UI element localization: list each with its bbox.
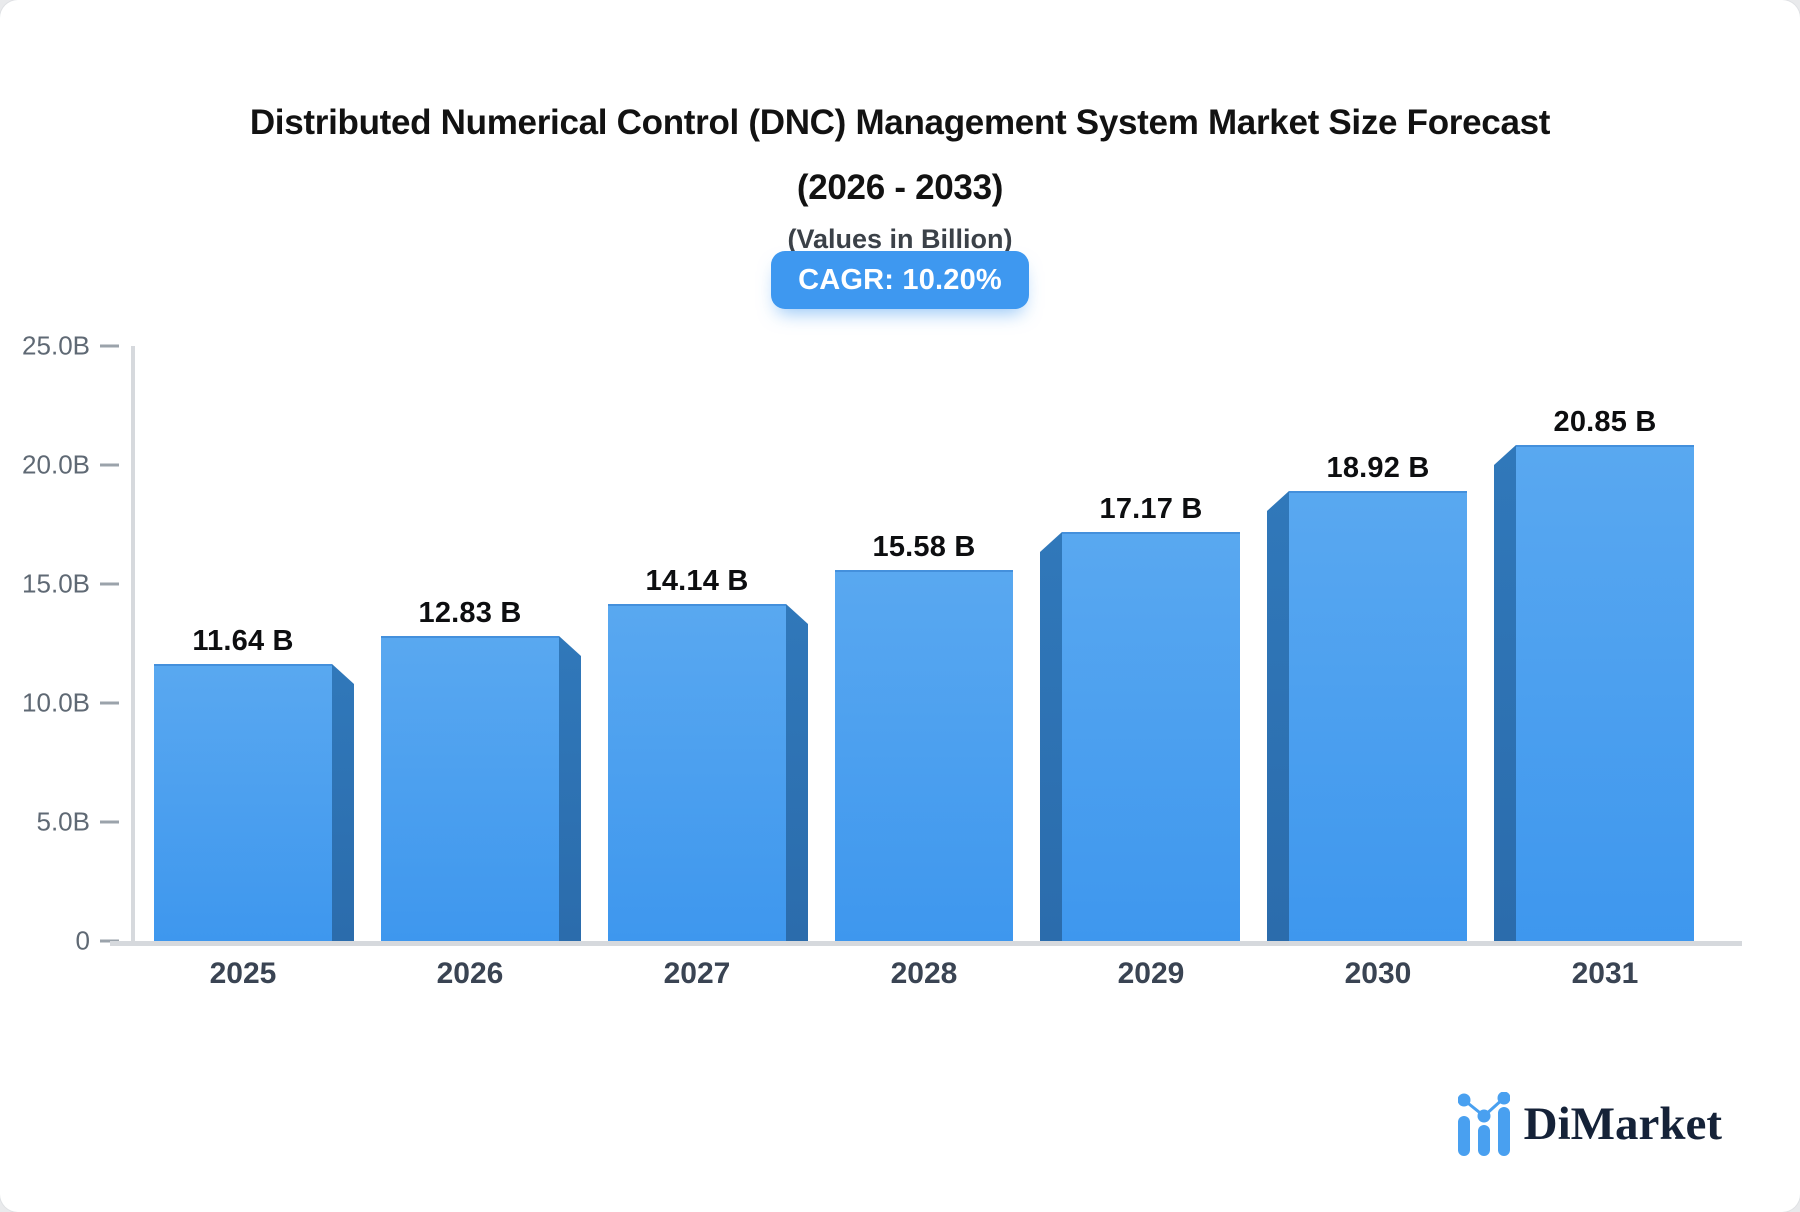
bar[interactable] — [154, 664, 332, 941]
bar-side-face — [786, 604, 808, 941]
bar-value-label: 18.92 B — [1326, 452, 1430, 484]
chart-title-line1: Distributed Numerical Control (DNC) Mana… — [249, 103, 1551, 142]
bar[interactable] — [835, 570, 1013, 941]
bar-side-face — [332, 664, 354, 941]
brand-name: DiMarket — [1523, 1098, 1722, 1150]
x-axis-label: 2025 — [209, 957, 277, 990]
y-axis-label: 0 — [75, 925, 90, 956]
bar-side-face — [559, 636, 581, 941]
x-axis-label: 2030 — [1344, 957, 1412, 990]
cagr-badge-wrap: CAGR: 10.20% — [0, 251, 1800, 309]
y-axis-tick — [100, 820, 119, 824]
bar-value-label: 11.64 B — [192, 625, 294, 657]
y-axis-label: 10.0B — [22, 687, 90, 718]
y-axis-tick — [100, 582, 119, 586]
x-axis-label: 2027 — [663, 957, 731, 990]
bar[interactable] — [1516, 445, 1694, 941]
y-axis-label: 20.0B — [22, 449, 90, 480]
bar[interactable] — [608, 604, 786, 941]
bar[interactable] — [381, 636, 559, 941]
y-axis-tick — [100, 701, 119, 705]
logo-bars-icon — [1457, 1092, 1510, 1156]
bar-side-face — [1040, 532, 1062, 941]
bar-side-face — [1267, 491, 1289, 941]
x-axis-label: 2029 — [1117, 957, 1185, 990]
y-axis-tick — [100, 344, 119, 348]
x-axis-label: 2031 — [1571, 957, 1639, 990]
bar-value-label: 20.85 B — [1553, 406, 1657, 438]
bar[interactable] — [1062, 532, 1240, 941]
y-axis-label: 25.0B — [22, 330, 90, 361]
x-axis-label: 2026 — [436, 957, 504, 990]
bar-side-face — [1494, 445, 1516, 941]
bar[interactable] — [1289, 491, 1467, 941]
y-axis-label: 5.0B — [36, 806, 91, 837]
y-axis-line — [131, 346, 135, 941]
x-axis-label: 2028 — [890, 957, 958, 990]
logo: DiMarket — [1457, 1092, 1722, 1156]
y-axis-tick — [100, 463, 119, 467]
bar-value-label: 12.83 B — [418, 597, 522, 629]
chart-subtitle: (Values in Billion) — [787, 224, 1013, 254]
x-axis-baseline — [110, 941, 1742, 946]
bar-value-label: 17.17 B — [1099, 493, 1203, 525]
y-axis-label: 15.0B — [22, 568, 90, 599]
cagr-badge: CAGR: 10.20% — [771, 251, 1029, 309]
bar-value-label: 15.58 B — [872, 531, 976, 563]
y-axis-tick — [100, 939, 119, 943]
bar-value-label: 14.14 B — [645, 565, 749, 597]
chart-title-line2: (2026 - 2033) — [796, 168, 1004, 207]
